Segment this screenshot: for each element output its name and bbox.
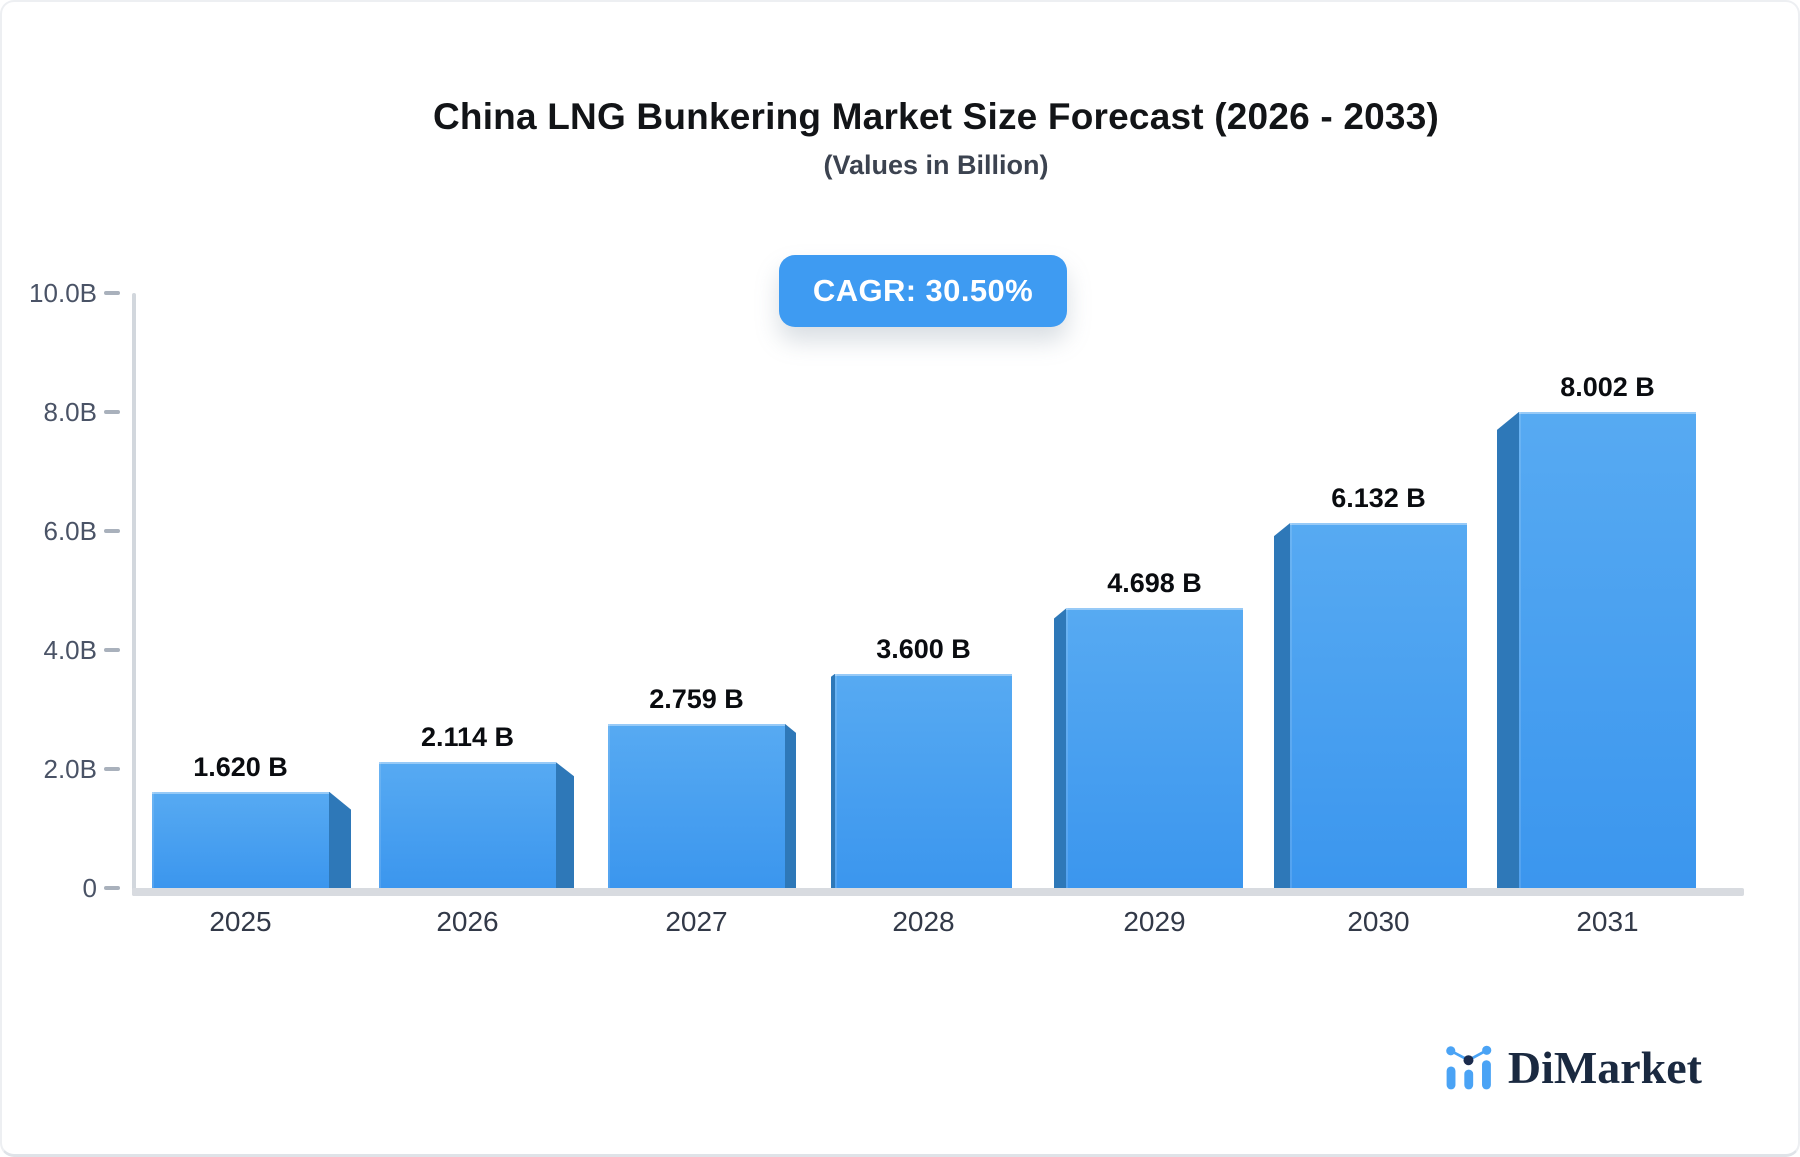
- y-tick-label: 6.0B: [43, 516, 98, 546]
- y-tick-mark: [104, 648, 120, 652]
- y-tick-mark: [104, 529, 120, 533]
- bar-chart-logo-icon: [1444, 1045, 1494, 1091]
- bar-face: [608, 723, 785, 888]
- x-category-label: 2027: [665, 906, 728, 937]
- x-category-label: 2030: [1347, 906, 1410, 937]
- bar-2028: [831, 673, 1012, 888]
- bar-face: [1519, 411, 1696, 888]
- bar-3d-side: [329, 791, 351, 888]
- y-tick-label: 4.0B: [43, 635, 98, 665]
- bar-3d-side: [1054, 608, 1066, 888]
- bar-2031: [1497, 411, 1696, 888]
- x-axis-baseline: [132, 888, 1744, 896]
- bar-value-label: 2.114 B: [420, 722, 515, 753]
- brand-footer: DiMarket: [1444, 1044, 1702, 1092]
- y-tick-mark: [104, 410, 120, 414]
- chart-title: China LNG Bunkering Market Size Forecast…: [432, 96, 1439, 137]
- bar-value-label: 3.600 B: [876, 633, 971, 664]
- bar-2027: [608, 723, 796, 888]
- y-tick-label: 10.0B: [29, 278, 97, 308]
- bar-2030: [1274, 523, 1467, 888]
- cagr-badge: CAGR: 30.50%: [779, 255, 1067, 327]
- x-category-label: 2029: [1123, 906, 1186, 937]
- y-tick-mark: [104, 886, 120, 890]
- bar-value-label: 2.759 B: [649, 683, 744, 714]
- bar-face: [1290, 523, 1467, 888]
- bar-3d-side: [1497, 411, 1519, 888]
- brand-name: DiMarket: [1507, 1042, 1702, 1093]
- bar-value-label: 1.620 B: [193, 751, 288, 782]
- bar-value-label: 4.698 B: [1107, 568, 1202, 599]
- bar-value-label: 6.132 B: [1331, 483, 1426, 514]
- bar-3d-side: [785, 723, 796, 888]
- bar-3d-side: [831, 673, 835, 888]
- bar-face: [835, 673, 1012, 888]
- y-tick-mark: [104, 291, 120, 295]
- y-axis-line: [132, 293, 136, 896]
- bar-face: [1066, 608, 1243, 888]
- y-tick-label: 2.0B: [43, 754, 98, 784]
- bar-value-label: 8.002 B: [1560, 371, 1655, 402]
- y-tick-label: 0: [82, 873, 97, 903]
- x-category-label: 2026: [436, 906, 499, 937]
- bar-3d-side: [1274, 523, 1290, 888]
- x-category-label: 2028: [892, 906, 955, 937]
- x-category-label: 2031: [1576, 906, 1639, 937]
- bar-3d-side: [556, 762, 574, 888]
- bar-2026: [379, 762, 574, 888]
- y-tick-mark: [104, 767, 120, 771]
- x-category-label: 2025: [209, 906, 272, 937]
- bar-face: [379, 762, 556, 888]
- bar-2025: [152, 791, 351, 888]
- bar-face: [152, 791, 329, 888]
- bar-2029: [1054, 608, 1243, 888]
- y-tick-label: 8.0B: [43, 397, 98, 427]
- chart-subtitle: (Values in Billion): [823, 150, 1049, 180]
